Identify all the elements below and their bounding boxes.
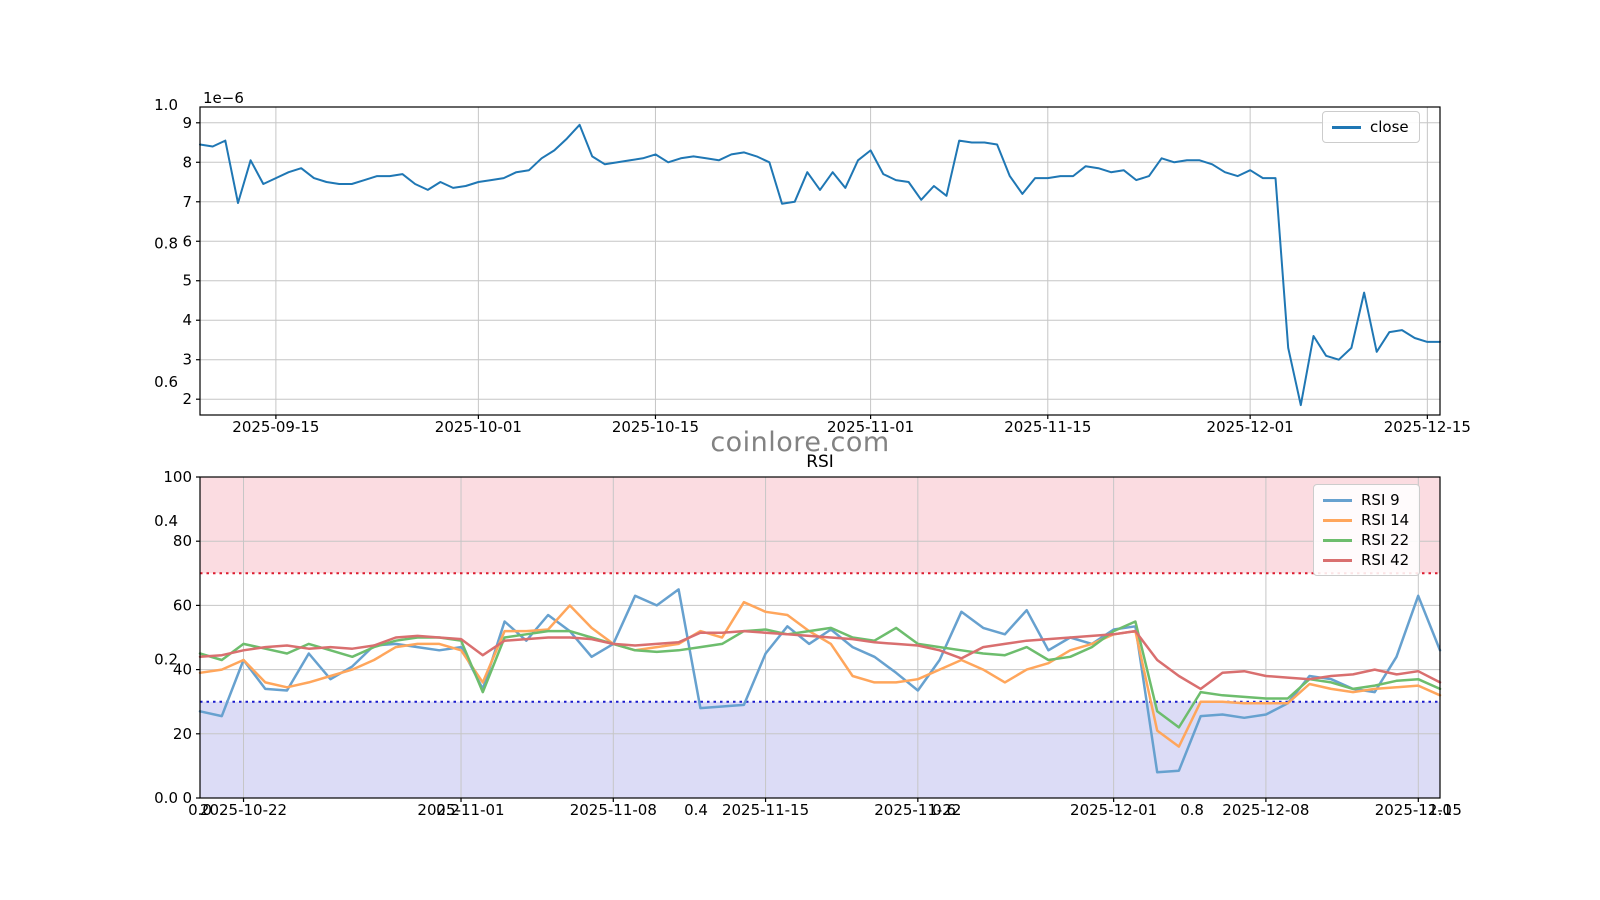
rsi-22-line — [198, 620, 1442, 729]
legend-label-rsi-9: RSI 9 — [1361, 491, 1400, 509]
overlay-x-tick-label: 0.6 — [932, 801, 956, 819]
y-tick-label: 8 — [182, 153, 192, 171]
x-tick-label: 2025-11-22 — [874, 801, 961, 819]
x-tick-label: 2025-10-22 — [200, 801, 287, 819]
x-tick-label: 2025-09-15 — [232, 418, 319, 436]
y-tick-label: 80 — [173, 532, 192, 550]
rsi-9-swatch — [1323, 498, 1352, 502]
y-tick-label: 7 — [182, 193, 192, 211]
rsi-42-swatch — [1323, 558, 1352, 562]
legend-item-rsi-14: RSI 14 — [1323, 510, 1409, 530]
y-axis-offset-label: 1e−6 — [203, 89, 244, 107]
overlay-y-tick-label: 0.8 — [154, 235, 178, 253]
y-tick-label: 100 — [163, 468, 192, 486]
x-tick-label: 2025-10-15 — [612, 418, 699, 436]
x-tick-label: 2025-10-01 — [435, 418, 522, 436]
x-tick-label: 2025-11-15 — [1004, 418, 1091, 436]
legend-close: close — [1322, 111, 1420, 143]
y-tick-label: 3 — [182, 351, 192, 369]
overlay-y-tick-label: 0.2 — [154, 650, 178, 668]
axes-frame — [199, 106, 1441, 416]
watermark: coinlore.com — [710, 427, 890, 458]
x-tick-label: 2025-12-08 — [1222, 801, 1309, 819]
y-tick-label: 2 — [182, 390, 192, 408]
y-tick-label: 4 — [182, 311, 192, 329]
y-tick-label: 6 — [182, 232, 192, 250]
x-tick-label: 2025-12-15 — [1384, 418, 1471, 436]
axes-frame — [199, 476, 1441, 799]
overlay-x-tick-label: 0.4 — [684, 801, 708, 819]
close-line-swatch — [1332, 125, 1361, 129]
overlay-x-tick-label: 0.2 — [436, 801, 460, 819]
x-tick-label: 2025-11-15 — [722, 801, 809, 819]
rsi-22-swatch — [1323, 538, 1352, 542]
x-tick-label: 2025-11-01 — [417, 801, 504, 819]
band-0-30 — [200, 701, 1440, 798]
y-tick-label: 0 — [182, 789, 192, 807]
legend-label-rsi-42: RSI 42 — [1361, 551, 1410, 569]
close-line — [199, 123, 1441, 407]
y-tick-label: 40 — [173, 661, 192, 679]
overlay-y-tick-label: 1.0 — [154, 96, 178, 114]
rsi-14-swatch — [1323, 518, 1352, 522]
overlay-x-tick-label: 0.0 — [188, 801, 212, 819]
legend-item-rsi-42: RSI 42 — [1323, 550, 1409, 570]
rsi-42-line — [198, 629, 1442, 691]
overlay-y-tick-label: 0.4 — [154, 512, 178, 530]
legend-item-rsi-9: RSI 9 — [1323, 490, 1409, 510]
legend-label-close: close — [1370, 118, 1409, 136]
legend-item-rsi-22: RSI 22 — [1323, 530, 1409, 550]
x-tick-label: 2025-12-01 — [1207, 418, 1294, 436]
x-tick-label: 2025-11-01 — [827, 418, 914, 436]
y-tick-label: 60 — [173, 596, 192, 614]
y-tick-label: 20 — [173, 725, 192, 743]
legend-item-close: close — [1332, 117, 1409, 137]
overlay-x-tick-label: 0.8 — [1180, 801, 1204, 819]
legend-rsi: RSI 9 RSI 14 RSI 22 RSI 42 — [1313, 484, 1421, 576]
band-70-100 — [200, 477, 1440, 574]
overlay-x-tick-label: 1.0 — [1428, 801, 1452, 819]
overlay-y-tick-label: 0.0 — [154, 789, 178, 807]
x-tick-label: 2025-11-08 — [570, 801, 657, 819]
y-tick-label: 9 — [182, 114, 192, 132]
overlay-y-tick-label: 0.6 — [154, 373, 178, 391]
legend-label-rsi-22: RSI 22 — [1361, 531, 1410, 549]
y-tick-label: 5 — [182, 272, 192, 290]
x-tick-label: 2025-12-15 — [1375, 801, 1462, 819]
legend-label-rsi-14: RSI 14 — [1361, 511, 1410, 529]
x-tick-label: 2025-12-01 — [1070, 801, 1157, 819]
rsi-chart-title: RSI — [806, 452, 834, 472]
